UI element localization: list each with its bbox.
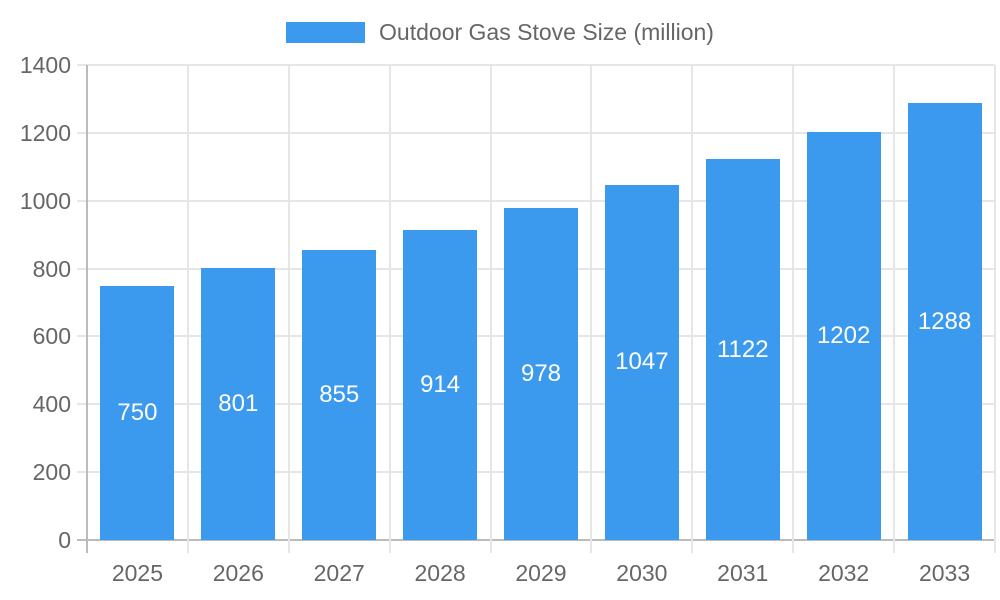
gridline-vertical — [893, 65, 896, 553]
y-axis-line — [86, 65, 88, 553]
bar-2033: 1288 — [907, 103, 982, 540]
bar-value-label: 978 — [520, 360, 562, 388]
x-tick-label: 2026 — [212, 560, 264, 586]
gridline-vertical — [489, 65, 492, 553]
bar-value-label: 1047 — [615, 348, 669, 376]
legend-label: Outdoor Gas Stove Size (million) — [379, 18, 714, 45]
y-tick-label: 600 — [32, 323, 71, 350]
bar-value-label: 1202 — [816, 322, 871, 350]
x-tick-label: 2033 — [918, 560, 971, 586]
bar-2028: 914 — [403, 229, 478, 540]
y-tick-label: 0 — [58, 527, 71, 553]
y-tick-label: 1400 — [19, 52, 71, 78]
chart-legend[interactable]: Outdoor Gas Stove Size (million) — [0, 18, 1000, 46]
x-tick-label: 2028 — [414, 560, 466, 586]
gridline-vertical — [590, 65, 593, 553]
gridline-horizontal — [77, 131, 995, 134]
bar-2031: 1122 — [705, 159, 780, 540]
bar-value-label: 914 — [420, 370, 461, 398]
gridline-vertical — [287, 65, 290, 553]
gridline-vertical — [792, 65, 795, 553]
bar-2027: 855 — [302, 249, 377, 540]
bar-2029: 978 — [504, 208, 578, 540]
gridline-vertical — [994, 65, 996, 553]
bar-value-label: 750 — [117, 398, 158, 426]
y-tick-label: 1200 — [19, 119, 71, 146]
bar-2030: 1047 — [604, 184, 679, 540]
y-tick-label: 200 — [32, 459, 71, 486]
y-tick-label: 1000 — [19, 187, 71, 214]
x-tick-label: 2031 — [717, 560, 769, 586]
x-tick-label: 2025 — [111, 560, 164, 586]
x-tick-label: 2030 — [616, 560, 668, 586]
gridline-horizontal — [77, 199, 995, 202]
bar-2026: 801 — [201, 268, 276, 540]
bar-value-label: 801 — [218, 390, 259, 418]
legend-swatch — [286, 21, 366, 43]
bar-value-label: 1122 — [716, 335, 769, 363]
gridline-horizontal — [77, 64, 995, 66]
y-tick-label: 800 — [32, 255, 71, 282]
gridline-vertical — [691, 65, 694, 553]
y-tick-label: 400 — [32, 391, 71, 418]
bar-value-label: 1288 — [917, 307, 972, 335]
bar-value-label: 855 — [319, 380, 360, 408]
gridline-vertical — [388, 65, 391, 553]
bar-2032: 1202 — [806, 132, 881, 540]
gridline-vertical — [186, 65, 189, 553]
x-tick-label: 2032 — [818, 560, 870, 586]
x-axis-baseline — [77, 539, 995, 541]
x-tick-label: 2029 — [515, 560, 567, 586]
bar-2025: 750 — [100, 285, 175, 540]
x-tick-label: 2027 — [313, 560, 365, 586]
